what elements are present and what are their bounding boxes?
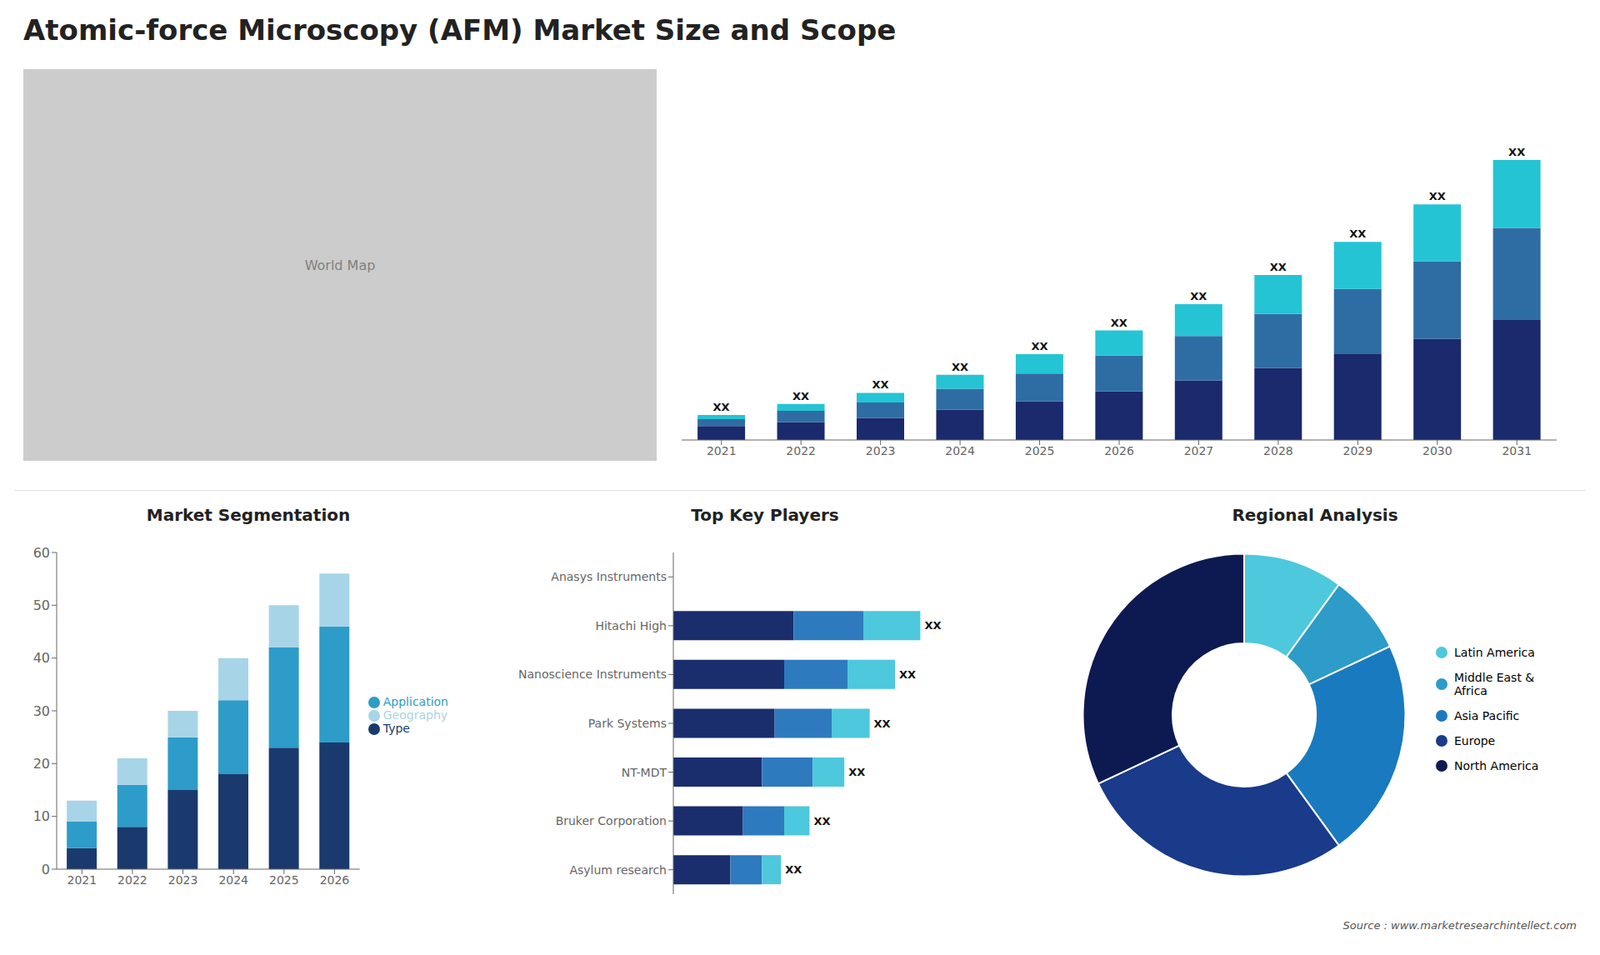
svg-text:2024: 2024: [945, 444, 975, 458]
svg-text:XX: XX: [813, 815, 830, 828]
svg-text:2026: 2026: [320, 873, 350, 887]
svg-text:2022: 2022: [117, 873, 148, 887]
svg-text:XX: XX: [785, 863, 802, 876]
svg-text:0: 0: [41, 861, 50, 878]
svg-text:XX: XX: [924, 619, 941, 632]
svg-text:50: 50: [33, 597, 50, 614]
html-text:Type: Type: [383, 721, 410, 735]
html-text:Source : www.marketresearchint: Source : www.marketresearchintellect.com: [1342, 919, 1577, 932]
svg-text:XX: XX: [713, 400, 730, 414]
svg-text:2021: 2021: [706, 444, 737, 458]
svg-text:2024: 2024: [218, 873, 249, 887]
svg-text:2022: 2022: [785, 444, 816, 458]
svg-text:XX: XX: [792, 390, 810, 403]
svg-text:2021: 2021: [66, 873, 97, 887]
svg-text:2025: 2025: [269, 873, 300, 887]
html-text:North America: North America: [1454, 759, 1539, 773]
html-text:Regional Analysis: Regional Analysis: [1232, 505, 1398, 525]
html-text:World Map: World Map: [304, 257, 376, 273]
svg-text:2031: 2031: [1501, 444, 1532, 458]
svg-text:XX: XX: [1190, 290, 1207, 303]
svg-text:2023: 2023: [865, 444, 896, 458]
svg-text:2026: 2026: [1104, 444, 1135, 458]
svg-text:XX: XX: [871, 378, 889, 391]
html-text:Africa: Africa: [1454, 684, 1488, 698]
svg-text:Asylum research: Asylum research: [569, 863, 667, 877]
svg-text:XX: XX: [1429, 190, 1446, 203]
svg-text:XX: XX: [874, 717, 891, 730]
svg-text:40: 40: [33, 650, 50, 666]
html-text:Europe: Europe: [1454, 734, 1496, 748]
svg-text:Park Systems: Park Systems: [588, 716, 667, 730]
html-text:Asia Pacific: Asia Pacific: [1454, 709, 1520, 723]
svg-text:Bruker Corporation: Bruker Corporation: [555, 814, 667, 828]
svg-text:Anasys Instruments: Anasys Instruments: [550, 570, 667, 584]
html-text:Geography: Geography: [383, 708, 448, 722]
svg-text:30: 30: [33, 703, 50, 720]
svg-text:XX: XX: [899, 668, 916, 681]
svg-text:Hitachi High: Hitachi High: [595, 619, 667, 633]
html-text:Latin America: Latin America: [1454, 645, 1535, 660]
svg-text:2027: 2027: [1184, 444, 1215, 458]
html-text:Market Segmentation: Market Segmentation: [146, 505, 351, 525]
svg-text:XX: XX: [1349, 227, 1366, 240]
html-text:Application: Application: [383, 695, 449, 709]
svg-text:2029: 2029: [1343, 444, 1374, 458]
svg-text:10: 10: [33, 808, 50, 825]
html-text:Atomic-force Microscopy (AFM): Atomic-force Microscopy (AFM) Market Siz…: [23, 13, 897, 47]
svg-text:XX: XX: [848, 765, 865, 779]
html-text:Middle East &: Middle East &: [1454, 670, 1535, 685]
svg-text:XX: XX: [1508, 145, 1525, 159]
svg-text:XX: XX: [1110, 316, 1128, 330]
svg-text:XX: XX: [1270, 260, 1287, 274]
svg-text:2028: 2028: [1263, 444, 1294, 458]
svg-text:2023: 2023: [168, 873, 199, 887]
svg-text:Nanoscience Instruments: Nanoscience Instruments: [518, 667, 667, 681]
svg-text:2030: 2030: [1422, 444, 1453, 458]
svg-text:XX: XX: [951, 360, 969, 374]
svg-text:20: 20: [33, 755, 50, 772]
svg-text:2025: 2025: [1025, 444, 1055, 458]
html-text:Top Key Players: Top Key Players: [691, 505, 839, 525]
svg-text:60: 60: [33, 545, 50, 561]
svg-text:NT-MDT: NT-MDT: [621, 765, 668, 780]
svg-text:XX: XX: [1030, 340, 1048, 353]
